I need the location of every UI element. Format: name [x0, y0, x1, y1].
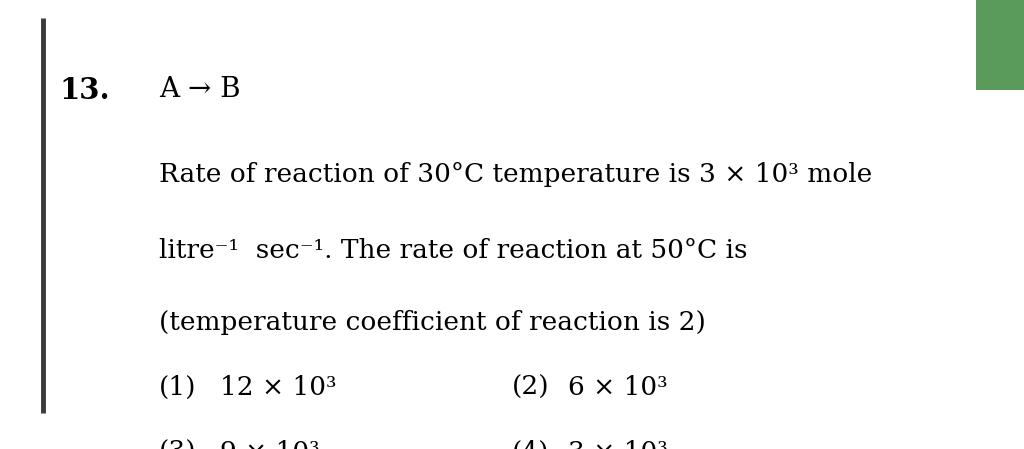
Text: Rate of reaction of 30°C temperature is 3 × 10³ mole: Rate of reaction of 30°C temperature is … — [159, 162, 872, 187]
Text: (4): (4) — [512, 440, 550, 449]
Text: A → B: A → B — [159, 76, 241, 103]
Text: 13.: 13. — [59, 76, 110, 106]
Bar — [976, 0, 1024, 90]
Text: 6 × 10³: 6 × 10³ — [568, 375, 668, 400]
Text: 12 × 10³: 12 × 10³ — [220, 375, 337, 400]
Text: 9 × 10³: 9 × 10³ — [220, 440, 319, 449]
Text: (1): (1) — [159, 375, 197, 400]
Text: (3): (3) — [159, 440, 197, 449]
Text: 3 × 10³: 3 × 10³ — [568, 440, 669, 449]
Text: (2): (2) — [512, 375, 550, 400]
Text: litre⁻¹  sec⁻¹. The rate of reaction at 50°C is: litre⁻¹ sec⁻¹. The rate of reaction at 5… — [159, 238, 748, 263]
Text: (temperature coefficient of reaction is 2): (temperature coefficient of reaction is … — [159, 310, 706, 335]
